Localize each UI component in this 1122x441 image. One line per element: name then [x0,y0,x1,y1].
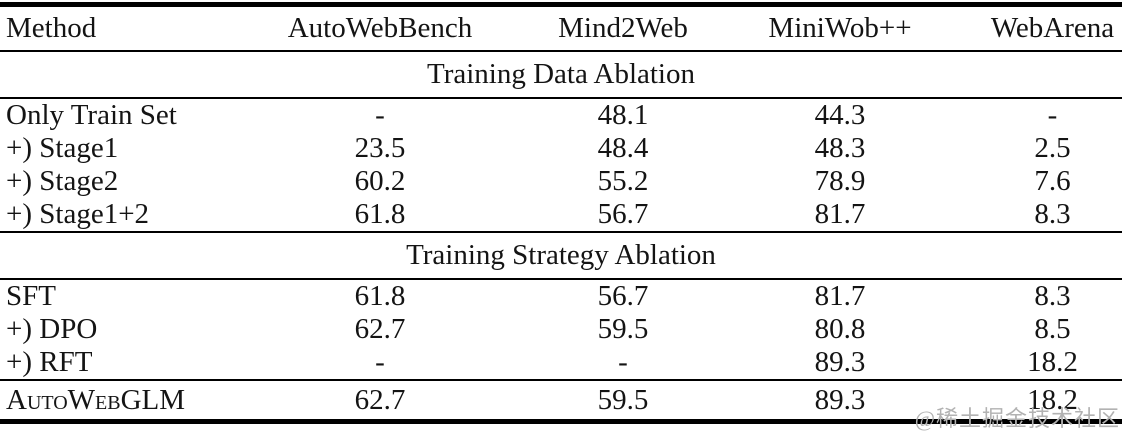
table-cell: 23.5 [354,132,406,164]
table-row: +) Stage2 60.2 55.2 78.9 7.6 [0,165,1122,198]
table-cell: 59.5 [597,313,649,345]
section-title: Training Strategy Ablation [0,232,1122,280]
table-row: +) Stage1+2 61.8 56.7 81.7 8.3 [0,198,1122,233]
table-row: +) DPO 62.7 59.5 80.8 8.5 [0,313,1122,346]
ablation-results-table: Method AutoWebBench Mind2Web MiniWob++ W… [0,2,1122,424]
method-cell: +) RFT [0,346,255,381]
column-header-autowebbench: AutoWebBench [255,4,500,52]
table-cell: 59.5 [597,383,649,416]
column-header-mind2web: Mind2Web [500,4,740,52]
table-cell: - [500,346,740,381]
table-cell: 48.3 [814,132,866,164]
table-cell: 18.2 [1027,383,1078,416]
method-cell-autowebglm: AutoWebGLM [6,383,186,416]
method-cell: +) Stage1 [6,132,119,164]
section-title: Training Data Ablation [0,51,1122,99]
table-cell: 48.1 [597,99,649,131]
table-cell: 18.2 [955,346,1122,381]
column-header-miniwob: MiniWob++ [740,4,955,52]
section-header-training-data-ablation: Training Data Ablation [0,51,1122,99]
table-cell: 7.6 [1034,165,1071,197]
table-row: +) RFT - - 89.3 18.2 [0,346,1122,381]
table-cell: 89.3 [814,383,866,416]
table-cell: 2.5 [1034,132,1071,164]
method-cell: Only Train Set [6,99,177,131]
column-header-webarena: WebArena [955,4,1122,52]
table-cell: 8.3 [955,198,1122,233]
table-header-row: Method AutoWebBench Mind2Web MiniWob++ W… [0,4,1122,52]
table-cell: 8.3 [1034,280,1071,312]
column-header-method: Method [0,4,255,52]
table-row: SFT 61.8 56.7 81.7 8.3 [0,279,1122,313]
watermark: @稀土掘金技术社区 [914,406,1120,431]
table-cell: 81.7 [814,280,866,312]
method-cell: SFT [6,280,56,312]
table-cell: 61.8 [354,280,406,312]
method-cell: +) Stage2 [6,165,119,197]
table-cell: 56.7 [500,198,740,233]
table-cell: 60.2 [354,165,406,197]
table-row: +) Stage1 23.5 48.4 48.3 2.5 [0,132,1122,165]
table-cell: 89.3 [740,346,955,381]
section-header-training-strategy-ablation: Training Strategy Ablation [0,232,1122,280]
method-cell: +) Stage1+2 [0,198,255,233]
table-cell: 80.8 [814,313,866,345]
table-cell: 62.7 [354,313,406,345]
table-row: Only Train Set - 48.1 44.3 - [0,98,1122,132]
table-cell: 61.8 [255,198,500,233]
table-row-autowebglm: AutoWebGLM 62.7 59.5 89.3 18.2 [0,380,1122,422]
method-cell: +) DPO [6,313,98,345]
table-cell: 81.7 [740,198,955,233]
table-cell: 78.9 [814,165,866,197]
table-cell: 56.7 [597,280,649,312]
table-cell: 48.4 [597,132,649,164]
table-cell: - [255,346,500,381]
table-cell: - [1047,99,1058,131]
table-cell: - [375,99,385,131]
table-cell: 55.2 [597,165,649,197]
table-cell: 44.3 [814,99,866,131]
table-cell: 8.5 [1034,313,1071,345]
table-cell: 62.7 [354,383,406,416]
